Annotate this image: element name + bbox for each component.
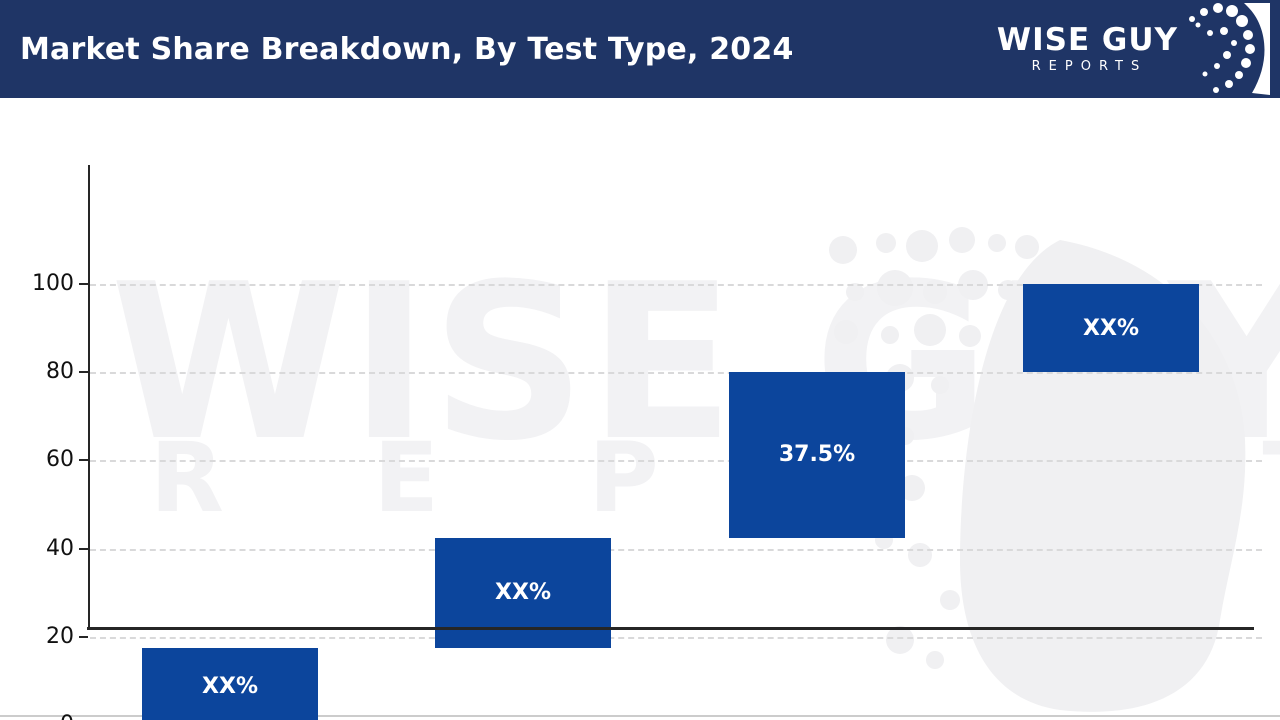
gridline — [90, 284, 1262, 286]
y-tick-mark — [79, 459, 88, 462]
gridline — [90, 460, 1262, 463]
brand-logo: WISE GUY REPORTS — [997, 3, 1280, 95]
header-bar: Market Share Breakdown, By Test Type, 20… — [0, 0, 1280, 98]
gridline — [90, 548, 1262, 551]
y-tick-label: 80 — [46, 359, 74, 385]
bar-value-label: XX% — [202, 673, 258, 699]
y-tick-label: 20 — [46, 623, 74, 649]
y-tick-label: 0 — [6, 712, 74, 720]
gridline — [90, 636, 1262, 639]
waterfall-chart: 020406080100XX%PCR TestsXX%Molecular Tes… — [0, 98, 1280, 720]
y-tick-label: 100 — [32, 271, 74, 296]
y-tick-mark — [79, 283, 88, 285]
bottom-divider — [0, 715, 1280, 717]
bar-pcr-tests: XX% — [142, 647, 318, 720]
bar-serological-tests: 37.5% — [729, 372, 905, 538]
bar-molecular-tests: XX% — [435, 537, 611, 648]
bar-value-label: XX% — [495, 580, 551, 606]
brand-name: WISE GUY — [996, 22, 1178, 59]
brand-logo-text: WISE GUY REPORTS — [997, 24, 1178, 74]
y-tick-mark — [79, 371, 88, 374]
gridline — [90, 372, 1262, 375]
y-tick-mark — [79, 547, 88, 550]
x-axis-line — [87, 627, 1254, 630]
y-tick-mark — [79, 635, 88, 638]
page-title: Market Share Breakdown, By Test Type, 20… — [20, 31, 794, 67]
bar-value-label: 37.5% — [778, 442, 856, 468]
y-tick-label: 60 — [46, 447, 74, 473]
bar-value-label: XX% — [1083, 315, 1139, 341]
y-tick-label: 40 — [46, 535, 74, 561]
brand-subtitle: REPORTS — [1031, 58, 1148, 74]
y-axis-line — [88, 165, 90, 629]
brand-face-icon — [1189, 3, 1270, 95]
bar-fecal-culture-tests: XX% — [1023, 284, 1199, 373]
